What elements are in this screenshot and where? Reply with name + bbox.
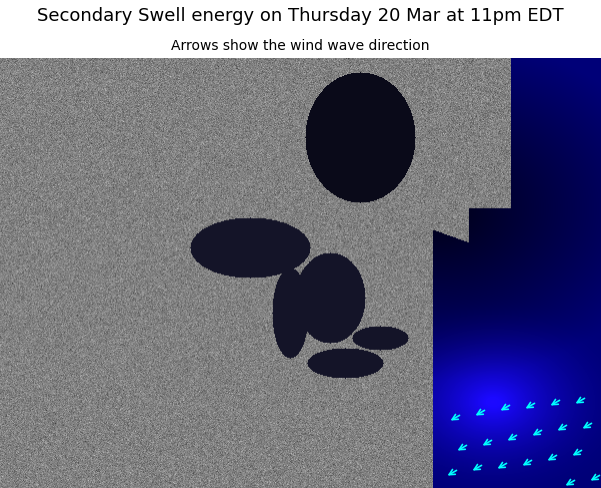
- Text: Secondary Swell energy on Thursday 20 Mar at 11pm EDT: Secondary Swell energy on Thursday 20 Ma…: [37, 7, 564, 25]
- Text: Arrows show the wind wave direction: Arrows show the wind wave direction: [171, 39, 430, 53]
